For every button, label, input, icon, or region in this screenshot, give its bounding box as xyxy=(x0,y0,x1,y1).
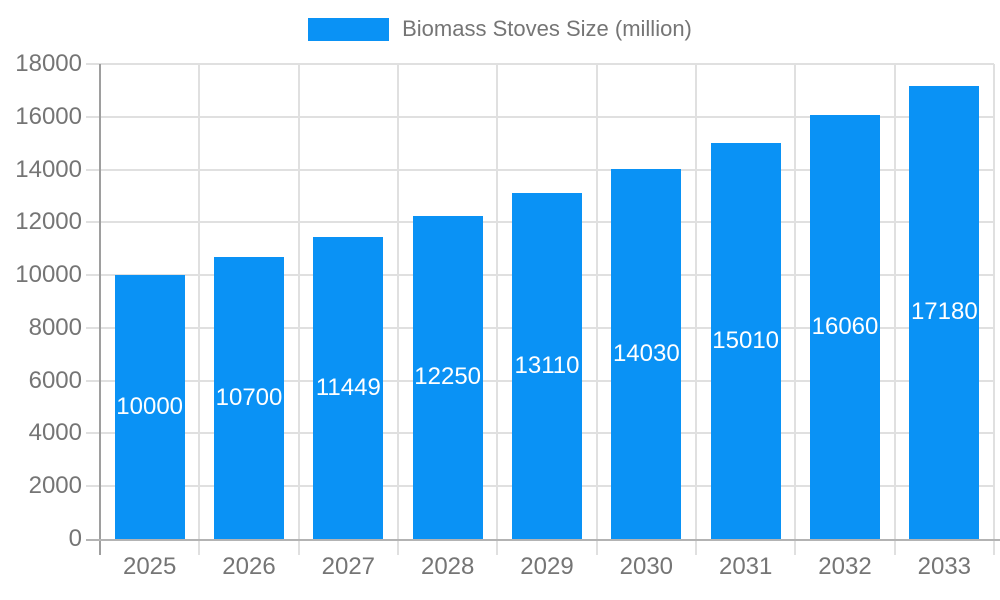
x-gridline xyxy=(893,64,896,555)
x-axis-tick-label: 2031 xyxy=(718,553,773,580)
x-axis-tick-label: 2032 xyxy=(818,553,872,580)
y-gridline xyxy=(86,63,994,65)
y-axis-tick-label: 10000 xyxy=(15,261,82,289)
bar-2030[interactable] xyxy=(611,168,682,539)
y-axis-line xyxy=(99,64,101,555)
y-axis-tick-label: 18000 xyxy=(15,50,82,77)
legend[interactable]: Biomass Stoves Size (million) xyxy=(0,16,1000,42)
bar-2028[interactable] xyxy=(412,215,483,539)
x-gridline xyxy=(794,64,797,555)
y-gridline xyxy=(86,115,994,118)
x-axis-tick-label: 2027 xyxy=(321,553,376,580)
y-axis-tick-label: 14000 xyxy=(15,155,82,183)
x-axis-tick-label: 2028 xyxy=(420,553,475,580)
y-gridline xyxy=(86,168,994,171)
x-axis-tick-label: 2030 xyxy=(619,553,674,580)
x-gridline xyxy=(297,64,300,555)
x-gridline xyxy=(397,64,399,555)
x-gridline xyxy=(595,64,598,555)
x-axis-tick-label: 2029 xyxy=(520,553,574,580)
y-axis-tick-label: 16000 xyxy=(15,102,82,130)
y-axis-tick-label: 8000 xyxy=(28,313,82,341)
legend-swatch xyxy=(308,17,390,41)
bar-2029[interactable] xyxy=(512,193,582,539)
y-axis-tick-label: 6000 xyxy=(28,366,82,394)
x-gridline xyxy=(496,64,499,555)
bar-2031[interactable] xyxy=(710,142,781,539)
x-axis-tick-label: 2026 xyxy=(222,553,276,580)
y-axis-tick-label: 4000 xyxy=(28,419,82,447)
y-axis-tick-label: 0 xyxy=(68,525,82,552)
x-axis-tick-label: 2025 xyxy=(122,553,177,580)
bar-2027[interactable] xyxy=(313,236,384,539)
bar-2032[interactable] xyxy=(810,115,880,539)
y-axis-tick-label: 12000 xyxy=(15,208,82,236)
bar-2025[interactable] xyxy=(114,275,185,539)
x-gridline xyxy=(198,64,201,555)
bar-2033[interactable] xyxy=(909,85,980,539)
y-axis-tick-label: 2000 xyxy=(28,472,82,500)
x-axis-tick-label: 2033 xyxy=(917,553,972,580)
bar-2026[interactable] xyxy=(214,256,284,539)
x-gridline xyxy=(993,64,995,555)
x-axis-line xyxy=(86,539,1000,541)
x-gridline xyxy=(695,64,697,555)
legend-label: Biomass Stoves Size (million) xyxy=(402,16,692,41)
